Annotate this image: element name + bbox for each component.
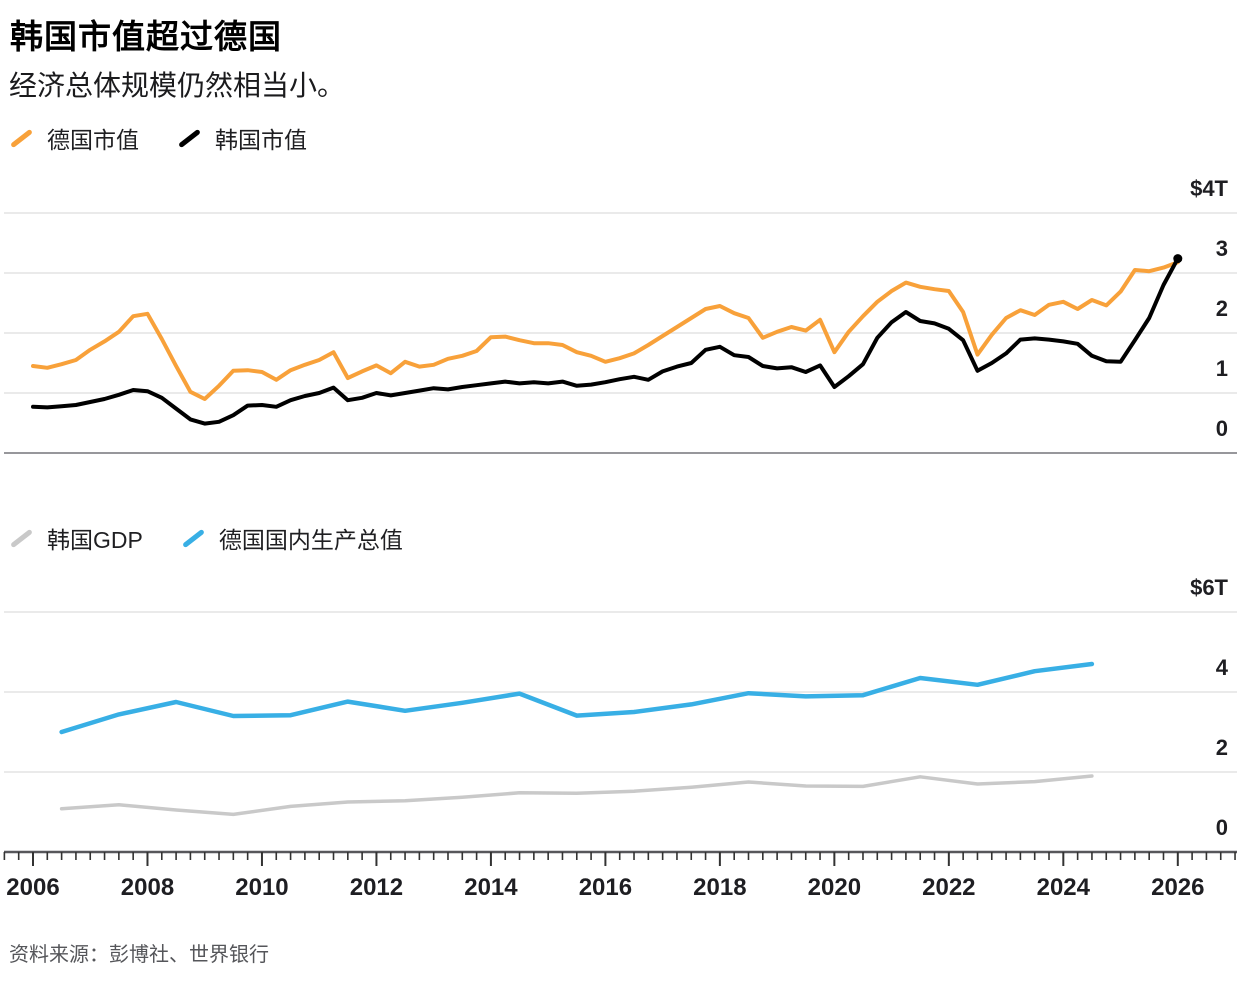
- legend-item-germany-gdp: 德国国内生产总值: [181, 521, 403, 555]
- x-tick-label-2006: 2006: [6, 874, 59, 901]
- marketcap-ytick-label-1: 1: [1216, 356, 1228, 381]
- korea-gdp-line: [59, 774, 1094, 817]
- marketcap-ytick-label-3: 3: [1216, 236, 1228, 261]
- x-tick-label-2022: 2022: [922, 874, 975, 901]
- legend-label-germany-gdp: 德国国内生产总值: [218, 527, 403, 553]
- source-note: 资料来源：彭博社、世界银行: [9, 944, 269, 966]
- x-axis: 2006 2008 2010 2012 2014 2016 2018 2020 2022 2024…: [3, 852, 1236, 901]
- legend-label-korea-marketcap: 韩国市值: [215, 127, 307, 153]
- x-tick-label-2018: 2018: [693, 874, 746, 901]
- x-tick-label-2010: 2010: [235, 874, 288, 901]
- gdp-ytick-label-0: 0: [1216, 815, 1228, 840]
- legend-item-germany-marketcap: 德国市值: [9, 121, 139, 155]
- x-tick-label-2020: 2020: [808, 874, 861, 901]
- marketcap-ytick-label-2: 2: [1216, 296, 1228, 321]
- legend-item-korea-gdp: 韩国GDP: [9, 521, 143, 555]
- gdp-ytick-label-4: 4: [1216, 655, 1229, 680]
- legend-label-korea-gdp: 韩国GDP: [47, 527, 143, 553]
- legend-item-korea-marketcap: 韩国市值: [177, 121, 307, 155]
- marketcap-chart: $4T 3 2 1 0: [4, 176, 1237, 454]
- page-subtitle: 经济总体规模仍然相当小。: [9, 70, 346, 101]
- korea-marketcap-line: [31, 256, 1180, 426]
- germany-marketcap-line: [31, 260, 1180, 401]
- x-tick-label-2014: 2014: [464, 874, 518, 901]
- x-tick-label-2024: 2024: [1037, 874, 1091, 901]
- legend-label-germany-marketcap: 德国市值: [47, 127, 139, 153]
- germany-gdp-line-icon: [181, 528, 205, 548]
- gdp-chart-legend: 韩国GDP 德国国内生产总值: [9, 521, 403, 555]
- page-title: 韩国市值超过德国: [10, 18, 282, 55]
- germany-marketcap-line-icon: [10, 128, 33, 148]
- germany-gdp-line: [59, 661, 1095, 735]
- marketcap-chart-legend: 德国市值 韩国市值: [9, 121, 307, 155]
- x-tick-label-2012: 2012: [350, 874, 403, 901]
- gdp-chart: $6T 4 2 0: [4, 575, 1237, 854]
- gdp-ytick-label-6: $6T: [1190, 575, 1228, 600]
- korea-gdp-line-icon: [10, 528, 33, 548]
- x-tick-label-2026: 2026: [1151, 874, 1204, 901]
- gdp-ytick-label-2: 2: [1216, 735, 1228, 760]
- korea-marketcap-end-dot: [1173, 254, 1183, 264]
- marketcap-ytick-label-4: $4T: [1190, 176, 1228, 201]
- korea-marketcap-line-icon: [178, 128, 201, 148]
- marketcap-ytick-label-0: 0: [1216, 416, 1228, 441]
- x-tick-label-2008: 2008: [121, 874, 174, 901]
- x-tick-label-2016: 2016: [579, 874, 632, 901]
